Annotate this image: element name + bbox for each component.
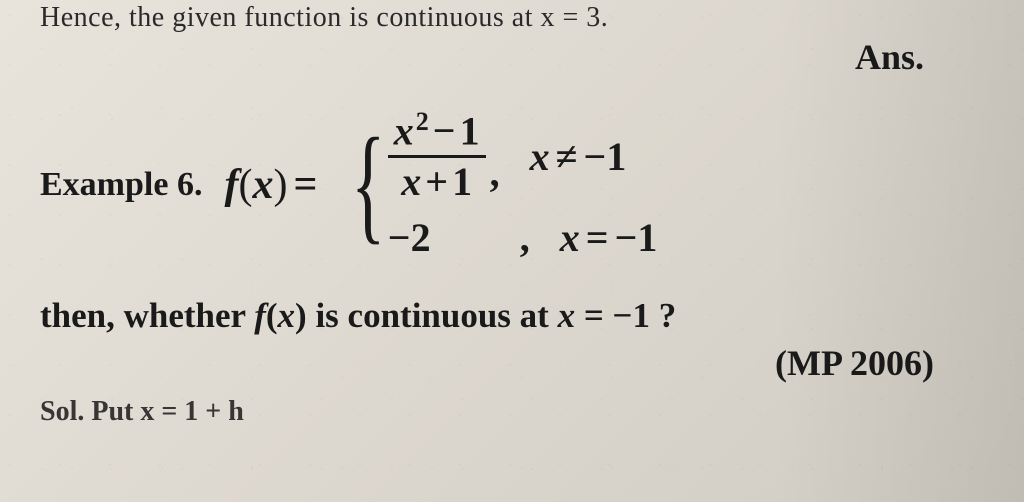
answer-marker: Ans. xyxy=(40,36,984,78)
source-citation: (MP 2006) xyxy=(40,342,984,384)
cases-container: x2−1 x+1 , x≠−1 −2 , x=−1 xyxy=(388,108,658,261)
condition-2: x=−1 xyxy=(560,214,658,261)
example-definition: Example 6. f(x)= { x2−1 x+1 , x≠−1 xyxy=(40,108,984,261)
case-2-value: −2 xyxy=(388,214,516,261)
function-variable: x xyxy=(252,161,273,209)
fraction-line xyxy=(388,155,486,158)
fraction: x2−1 x+1 xyxy=(388,108,486,204)
condition-1: x≠−1 xyxy=(530,133,627,180)
piecewise-definition: { x2−1 x+1 , x≠−1 −2 , xyxy=(345,108,657,261)
function-name: f xyxy=(224,161,238,209)
comma: , xyxy=(520,214,530,261)
cutoff-top-text: Hence, the given function is continuous … xyxy=(40,2,984,34)
denominator: x+1 xyxy=(395,160,478,204)
left-brace: { xyxy=(351,136,385,234)
function-lhs: f(x)= xyxy=(224,161,323,209)
equals-sign: = xyxy=(293,161,317,209)
case-1: x2−1 x+1 , x≠−1 xyxy=(388,108,658,204)
question-text: then, whether f(x) is continuous at x = … xyxy=(40,296,984,336)
cutoff-bottom-text: Sol. Put x = 1 + h xyxy=(40,396,984,428)
example-label: Example 6. xyxy=(40,166,202,204)
case-2: −2 , x=−1 xyxy=(388,214,658,261)
comma: , xyxy=(490,149,500,204)
numerator: x2−1 xyxy=(388,108,486,153)
